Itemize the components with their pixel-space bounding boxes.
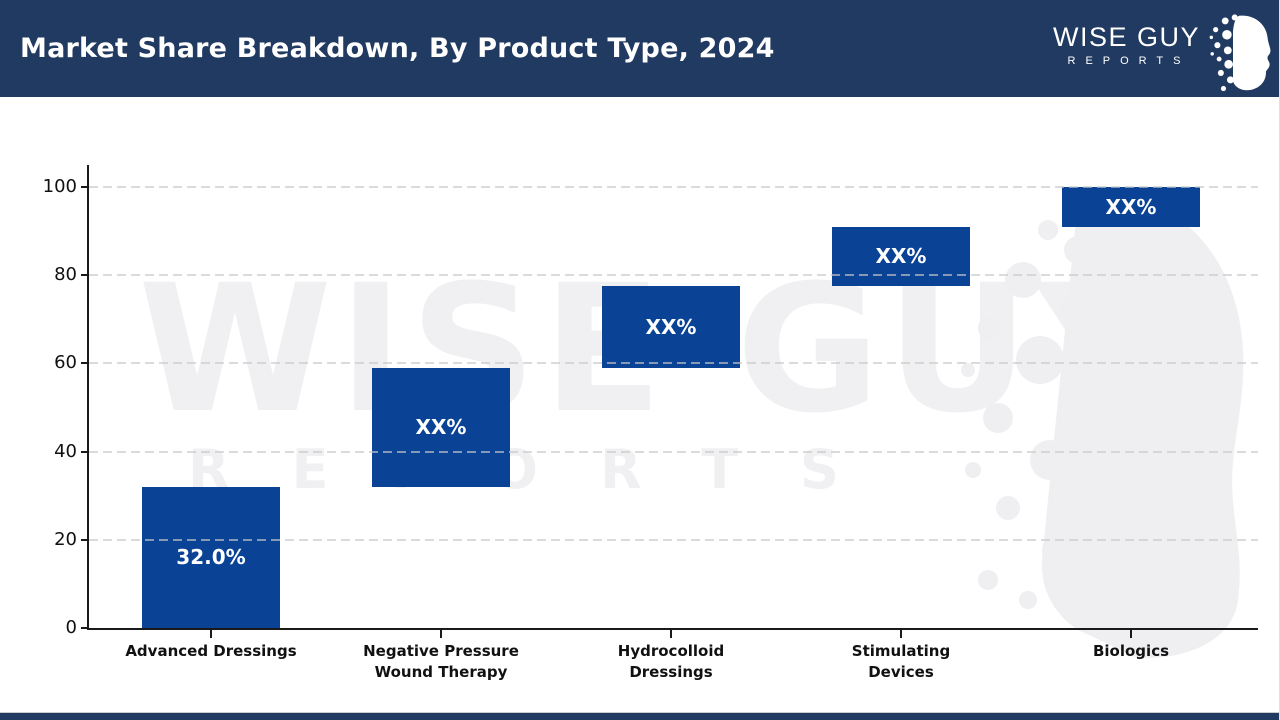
footer-bar xyxy=(0,713,1279,720)
gridline-40 xyxy=(89,450,1258,453)
watermark-text-reports: REPORTS xyxy=(188,438,901,501)
bar-stimulating-devices: XX% xyxy=(832,226,970,287)
footer-divider xyxy=(0,712,1279,713)
bar-hydrocolloid-dressings: XX% xyxy=(602,286,740,368)
gridline-20 xyxy=(89,538,1258,541)
page-title: Market Share Breakdown, By Product Type,… xyxy=(20,33,775,64)
y-tick-mark xyxy=(81,186,89,188)
x-axis-label-line: Hydrocolloid xyxy=(617,642,725,660)
x-axis-label-advanced-dressings: Advanced Dressings xyxy=(96,641,326,662)
y-tick-label: 40 xyxy=(54,440,77,462)
x-axis-label-biologics: Biologics xyxy=(1016,641,1246,662)
x-axis-label-line: Biologics xyxy=(1092,642,1170,660)
bar-value-label: XX% xyxy=(1105,194,1157,219)
brand-subname: REPORTS xyxy=(1067,55,1191,67)
gridline-80 xyxy=(89,274,1258,277)
brand-logo-text: WISE GUY REPORTS xyxy=(1053,22,1200,67)
bar-value-label: 32.0% xyxy=(176,545,246,570)
y-tick-label: 100 xyxy=(42,176,77,197)
bar-negative-pressure-wound-therapy: XX% xyxy=(372,367,510,487)
y-tick-mark xyxy=(81,450,89,453)
x-tick-mark xyxy=(440,630,442,638)
bar-value-label: XX% xyxy=(875,244,927,269)
x-axis-label-hydrocolloid-dressings: Hydrocolloid Dressings xyxy=(556,641,786,683)
x-axis-label-line: Advanced Dressings xyxy=(125,642,297,660)
y-axis xyxy=(87,165,89,630)
y-tick-mark xyxy=(81,627,89,629)
y-tick-label: 60 xyxy=(54,352,77,374)
x-axis-label-line: Devices xyxy=(868,663,934,681)
y-tick-mark xyxy=(81,362,89,365)
y-tick-mark xyxy=(81,538,89,541)
bar-value-label: XX% xyxy=(415,415,467,440)
x-axis xyxy=(87,628,1258,630)
x-axis-label-line: Negative Pressure xyxy=(363,642,519,660)
y-tick-label: 80 xyxy=(54,264,77,286)
header-bar: Market Share Breakdown, By Product Type,… xyxy=(0,0,1279,97)
brand-name: WISE GUY xyxy=(1052,22,1200,52)
x-tick-mark xyxy=(1130,630,1132,638)
y-tick-mark xyxy=(81,274,89,277)
brand-logo: WISE GUY REPORTS xyxy=(1004,6,1274,92)
x-axis-label-line: Stimulating xyxy=(851,642,951,660)
x-axis-label-line: Dressings xyxy=(629,663,713,681)
chart-area: 32.0% XX% XX% XX% XX% 0 20 40 60 80 100 Advanced Dr… xyxy=(0,97,1279,712)
bar-value-label: XX% xyxy=(645,315,697,339)
y-tick-label: 0 xyxy=(65,617,77,638)
x-axis-label-line: Wound Therapy xyxy=(374,663,508,681)
x-tick-mark xyxy=(900,630,902,638)
gridline-100 xyxy=(89,186,1258,188)
x-axis-label-negative-pressure-wound-therapy: Negative Pressure Wound Therapy xyxy=(326,641,556,683)
gridline-60 xyxy=(89,362,1258,365)
x-tick-mark xyxy=(670,630,672,638)
x-axis-label-stimulating-devices: Stimulating Devices xyxy=(786,641,1016,683)
watermark-head-graphic xyxy=(961,196,1244,659)
x-tick-mark xyxy=(210,630,212,638)
brand-head-icon xyxy=(1209,14,1271,92)
y-tick-label: 20 xyxy=(54,528,77,550)
bar-biologics: XX% xyxy=(1062,187,1200,227)
bar-advanced-dressings: 32.0% xyxy=(142,486,280,628)
